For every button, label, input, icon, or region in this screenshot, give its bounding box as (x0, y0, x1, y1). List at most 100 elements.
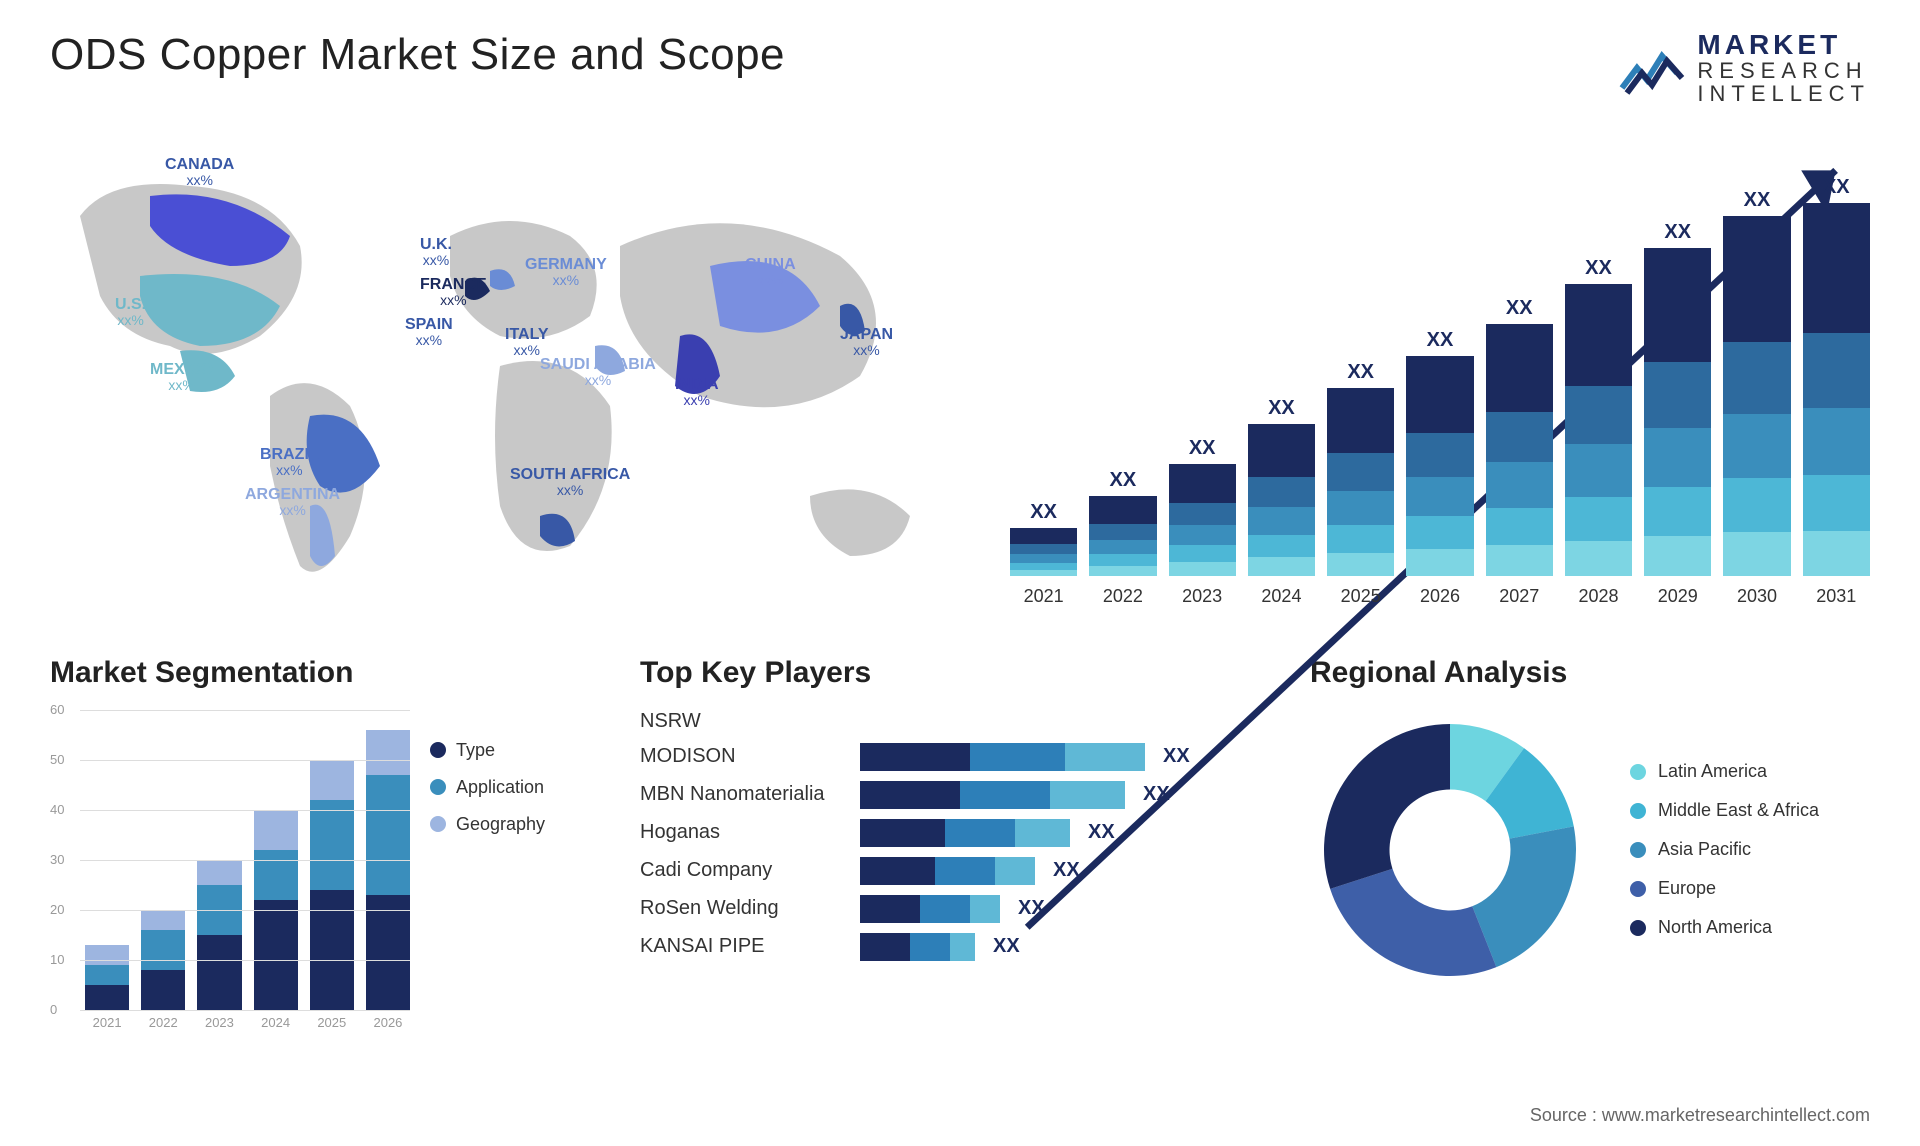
growth-year-label: 2031 (1803, 586, 1870, 616)
segmentation-year-label: 2026 (366, 1015, 410, 1040)
map-country-label: INDIAxx% (675, 376, 719, 409)
segmentation-legend: Type Application Geography (430, 710, 545, 1040)
donut-segment (1330, 868, 1496, 975)
logo-line-1: MARKET (1697, 30, 1870, 59)
logo-line-2b: INTELLECT (1697, 82, 1870, 105)
brand-logo: MARKET RESEARCH INTELLECT (1617, 30, 1870, 106)
player-bar (860, 895, 1000, 923)
growth-bar-column: XX (1406, 176, 1473, 576)
map-country-label: JAPANxx% (840, 326, 893, 359)
top-row: CANADAxx%U.S.xx%MEXICOxx%BRAZILxx%ARGENT… (50, 136, 1870, 616)
player-value-label: XX (1053, 859, 1080, 882)
segmentation-year-label: 2024 (254, 1015, 298, 1040)
growth-bar-column: XX (1327, 176, 1394, 576)
player-bar (860, 819, 1070, 847)
growth-bar-value-label: XX (1110, 469, 1137, 492)
segmentation-chart: 202120222023202420252026 0102030405060 (50, 710, 410, 1040)
map-country-label: SAUDI ARABIAxx% (540, 356, 656, 389)
segmentation-legend-item: Application (430, 777, 545, 798)
growth-bar-column: XX (1248, 176, 1315, 576)
regional-legend-item: Middle East & Africa (1630, 800, 1819, 821)
growth-chart-panel: XXXXXXXXXXXXXXXXXXXXXX 20212022202320242… (1010, 136, 1870, 616)
segmentation-panel: Market Segmentation 20212022202320242025… (50, 656, 610, 1040)
growth-year-label: 2026 (1406, 586, 1473, 616)
growth-year-label: 2025 (1327, 586, 1394, 616)
player-name-label: Cadi Company (640, 859, 860, 882)
growth-bar-value-label: XX (1823, 176, 1850, 199)
player-row: RoSen Welding XX (640, 895, 1280, 923)
player-value-label: XX (1163, 745, 1190, 768)
map-country-label: SPAINxx% (405, 316, 453, 349)
map-country-label: GERMANYxx% (525, 256, 607, 289)
player-row: Cadi Company XX (640, 857, 1280, 885)
player-value-label: XX (993, 935, 1020, 958)
header: ODS Copper Market Size and Scope MARKET … (50, 30, 1870, 106)
player-name-label: KANSAI PIPE (640, 935, 860, 958)
logo-line-2a: RESEARCH (1697, 59, 1870, 82)
map-country-label: BRAZILxx% (260, 446, 319, 479)
bottom-row: Market Segmentation 20212022202320242025… (50, 656, 1870, 1040)
regional-legend-item: Europe (1630, 878, 1819, 899)
map-country-label: CHINAxx% (745, 256, 796, 289)
growth-year-label: 2028 (1565, 586, 1632, 616)
growth-years-axis: 2021 2022 2023 2024 2025 2026 2027 2028 2029 2030… (1010, 586, 1870, 616)
regional-legend: Latin AmericaMiddle East & AfricaAsia Pa… (1630, 761, 1819, 938)
map-country-label: FRANCExx% (420, 276, 487, 309)
segmentation-title: Market Segmentation (50, 656, 610, 690)
regional-wrap: Latin AmericaMiddle East & AfricaAsia Pa… (1310, 710, 1870, 990)
growth-bar-value-label: XX (1585, 257, 1612, 280)
player-name-label: MBN Nanomaterialia (640, 783, 860, 806)
growth-year-label: 2021 (1010, 586, 1077, 616)
growth-bar-column: XX (1803, 176, 1870, 576)
player-name-label: RoSen Welding (640, 897, 860, 920)
regional-title: Regional Analysis (1310, 656, 1870, 690)
growth-year-label: 2027 (1486, 586, 1553, 616)
growth-bar-value-label: XX (1030, 501, 1057, 524)
regional-legend-item: North America (1630, 917, 1819, 938)
logo-text: MARKET RESEARCH INTELLECT (1697, 30, 1870, 106)
growth-bar-column: XX (1169, 176, 1236, 576)
segmentation-legend-item: Geography (430, 814, 545, 835)
growth-bar-value-label: XX (1189, 437, 1216, 460)
growth-bars: XX XX XX XX XX XX XX XX XX XX XX (1010, 176, 1870, 576)
growth-year-label: 2024 (1248, 586, 1315, 616)
player-row: KANSAI PIPE XX (640, 933, 1280, 961)
player-value-label: XX (1143, 783, 1170, 806)
map-country-label: ITALYxx% (505, 326, 549, 359)
player-name-label: MODISON (640, 745, 860, 768)
world-map-panel: CANADAxx%U.S.xx%MEXICOxx%BRAZILxx%ARGENT… (50, 136, 970, 616)
map-country-label: U.K.xx% (420, 236, 452, 269)
player-bar (860, 743, 1145, 771)
player-row: HoganasXX (640, 819, 1280, 847)
growth-bar-column: XX (1010, 176, 1077, 576)
page-title: ODS Copper Market Size and Scope (50, 30, 785, 80)
regional-legend-item: Latin America (1630, 761, 1819, 782)
player-value-label: XX (1018, 897, 1045, 920)
player-value-label: XX (1088, 821, 1115, 844)
growth-year-label: 2029 (1644, 586, 1711, 616)
players-title: Top Key Players (640, 656, 1280, 690)
growth-bar-value-label: XX (1744, 189, 1771, 212)
player-row: MODISON XX (640, 743, 1280, 771)
regional-donut-chart (1310, 710, 1590, 990)
segmentation-year-label: 2022 (141, 1015, 185, 1040)
growth-bar-value-label: XX (1506, 297, 1533, 320)
map-country-label: U.S.xx% (115, 296, 146, 329)
source-attribution: Source : www.marketresearchintellect.com (1530, 1105, 1870, 1126)
growth-year-label: 2030 (1723, 586, 1790, 616)
growth-bar-value-label: XX (1347, 361, 1374, 384)
growth-bar-column: XX (1644, 176, 1711, 576)
donut-segment (1324, 724, 1450, 889)
logo-icon (1617, 38, 1687, 98)
segmentation-year-label: 2023 (197, 1015, 241, 1040)
growth-year-label: 2023 (1169, 586, 1236, 616)
growth-bar-column: XX (1486, 176, 1553, 576)
player-bar (860, 781, 1125, 809)
segmentation-year-label: 2025 (310, 1015, 354, 1040)
growth-bar-value-label: XX (1268, 397, 1295, 420)
player-name-label: NSRW (640, 710, 860, 733)
player-bar (860, 933, 975, 961)
map-country-label: SOUTH AFRICAxx% (510, 466, 630, 499)
growth-year-label: 2022 (1089, 586, 1156, 616)
segmentation-legend-item: Type (430, 740, 545, 761)
